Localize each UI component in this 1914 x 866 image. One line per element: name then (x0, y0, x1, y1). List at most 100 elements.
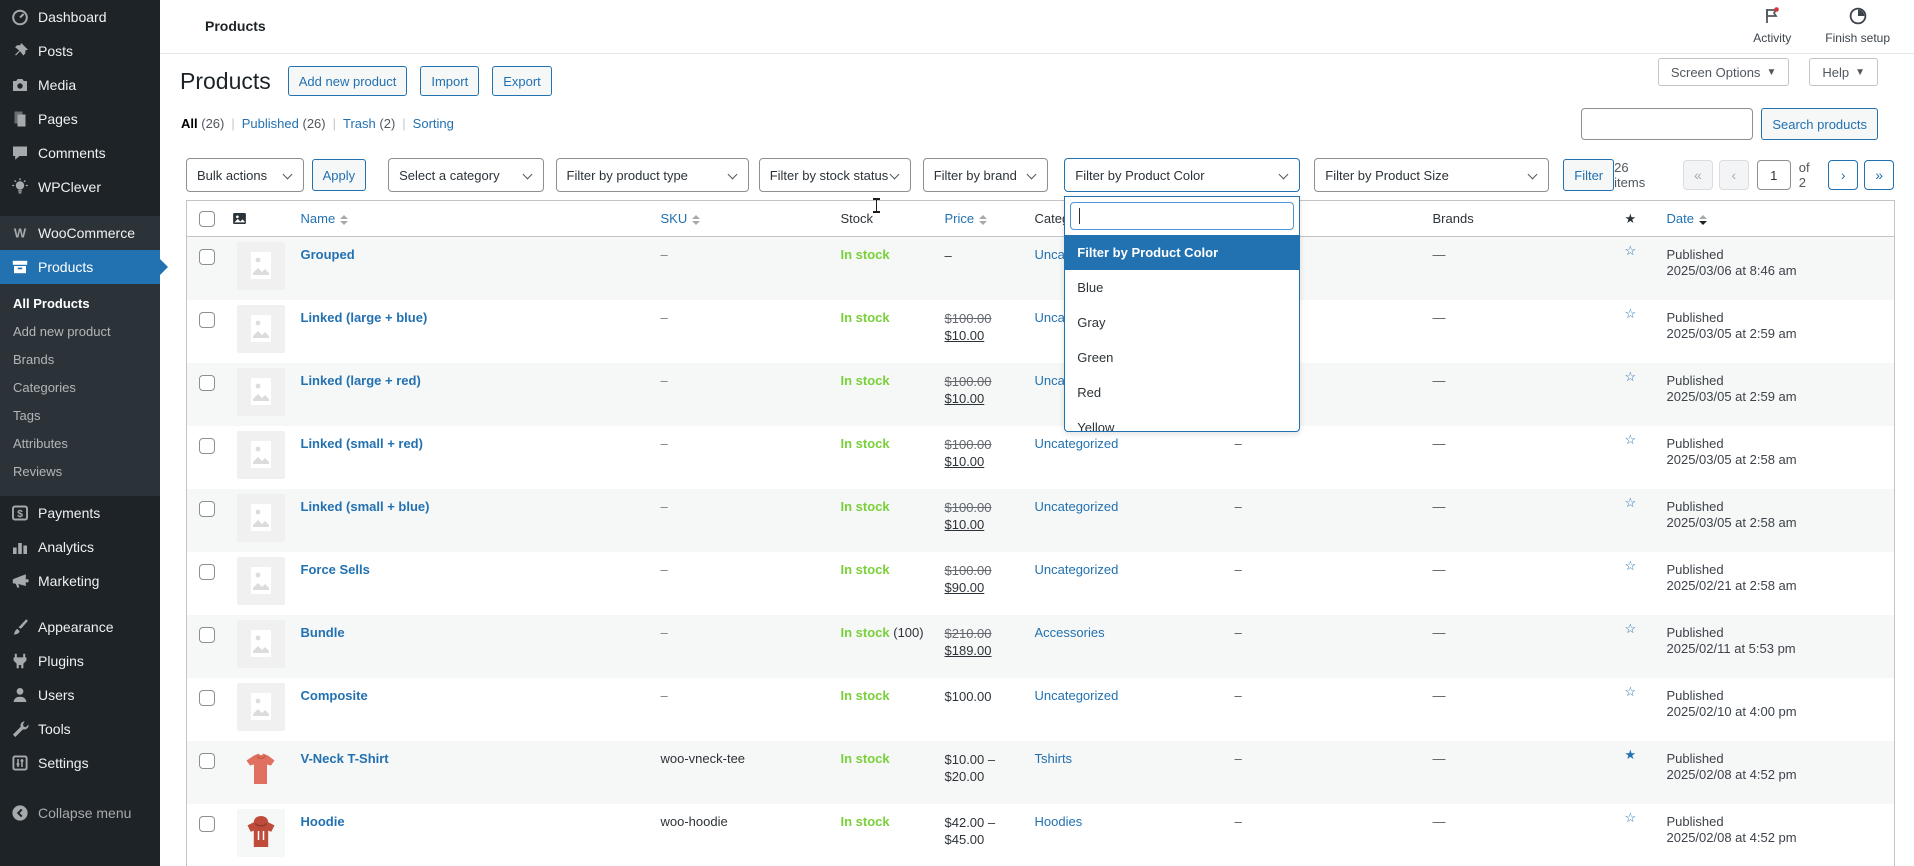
featured-star-toggle[interactable]: ☆ (1624, 684, 1637, 699)
dropdown-option-filter-by-product-color[interactable]: Filter by Product Color (1065, 235, 1300, 270)
dropdown-option-green[interactable]: Green (1077, 350, 1114, 365)
category-link[interactable]: Accessories (1034, 625, 1105, 640)
row-checkbox[interactable] (199, 627, 215, 643)
product-name-link[interactable]: Force Sells (300, 562, 370, 577)
product-name-link[interactable]: V-Neck T-Shirt (300, 751, 389, 766)
sidebar-subitem-all-products[interactable]: All Products (13, 296, 90, 311)
category-link[interactable]: Hoodies (1034, 814, 1083, 829)
category-link[interactable]: Uncategorized (1034, 436, 1119, 451)
column-header-price[interactable]: Price (936, 200, 1027, 237)
view-sorting-link[interactable]: Sorting (412, 116, 454, 131)
row-checkbox[interactable] (199, 249, 215, 265)
featured-star-toggle[interactable]: ★ (1624, 747, 1637, 762)
dropdown-option-red[interactable]: Red (1077, 385, 1102, 400)
row-checkbox[interactable] (199, 816, 215, 832)
featured-star-toggle[interactable]: ☆ (1624, 369, 1637, 384)
product-name-link[interactable]: Linked (large + red) (300, 373, 421, 388)
sidebar-item-woocommerce[interactable]: W WooCommerce (0, 216, 160, 250)
dropdown-option-blue[interactable]: Blue (1077, 280, 1104, 295)
sidebar-item-comments[interactable]: Comments (0, 136, 160, 170)
activity-button[interactable]: Activity (1753, 6, 1791, 45)
export-button[interactable]: Export (492, 66, 552, 96)
product-name-link[interactable]: Grouped (300, 247, 355, 262)
sidebar-subitem-categories[interactable]: Categories (13, 380, 76, 395)
add-new-product-button[interactable]: Add new product (287, 66, 408, 96)
product-color-filter-select[interactable]: Filter by Product Color (1064, 158, 1301, 192)
sidebar-subitem-tags[interactable]: Tags (13, 408, 41, 423)
import-button[interactable]: Import (420, 66, 480, 96)
sidebar-item-settings[interactable]: Settings (0, 746, 160, 780)
collapse-menu-button[interactable]: Collapse menu (0, 796, 160, 830)
product-name-link[interactable]: Hoodie (300, 814, 345, 829)
sidebar-subitem-brands[interactable]: Brands (13, 352, 55, 367)
featured-star-toggle[interactable]: ☆ (1624, 558, 1637, 573)
sidebar-item-appearance[interactable]: Appearance (0, 610, 160, 644)
select-all-checkbox[interactable] (199, 210, 215, 227)
sidebar-item-analytics[interactable]: Analytics (0, 530, 160, 564)
product-name-link[interactable]: Composite (300, 688, 368, 703)
row-checkbox[interactable] (199, 753, 215, 769)
brand-filter-select[interactable]: Filter by brand (922, 158, 1049, 192)
category-link[interactable]: Uncategorized (1034, 688, 1119, 703)
category-link[interactable]: Tshirts (1034, 751, 1073, 766)
help-button[interactable]: Help ▼ (1809, 58, 1878, 86)
featured-star-toggle[interactable]: ☆ (1624, 495, 1637, 510)
sidebar-item-users[interactable]: Users (0, 678, 160, 712)
sidebar-item-products[interactable]: Products (0, 250, 168, 284)
dropdown-option-gray[interactable]: Gray (1077, 315, 1106, 330)
sidebar-item-plugins[interactable]: Plugins (0, 644, 160, 678)
current-page-input[interactable] (1756, 160, 1791, 190)
prev-page-button[interactable]: ‹ (1718, 160, 1749, 190)
row-checkbox[interactable] (199, 312, 215, 328)
search-products-button[interactable]: Search products (1761, 108, 1878, 140)
row-checkbox[interactable] (199, 564, 215, 580)
stock-status-filter-select[interactable]: Filter by stock status (758, 158, 911, 192)
view-all-link[interactable]: All (26) (181, 116, 225, 131)
product-name-link[interactable]: Linked (small + red) (300, 436, 423, 451)
column-header-name[interactable]: Name (292, 200, 653, 237)
product-name-link[interactable]: Bundle (300, 625, 345, 640)
sidebar-subitem-reviews[interactable]: Reviews (13, 464, 63, 479)
row-checkbox[interactable] (199, 501, 215, 517)
row-checkbox[interactable] (199, 690, 215, 706)
screen-options-button[interactable]: Screen Options ▼ (1657, 58, 1790, 86)
featured-star-toggle[interactable]: ☆ (1624, 432, 1637, 447)
finish-setup-button[interactable]: Finish setup (1825, 6, 1890, 45)
dropdown-option-yellow[interactable]: Yellow (1077, 420, 1115, 432)
sidebar-item-dashboard[interactable]: Dashboard (0, 0, 160, 34)
sidebar-item-media[interactable]: Media (0, 68, 160, 102)
column-header-sku[interactable]: SKU (652, 200, 833, 237)
first-page-button[interactable]: « (1683, 160, 1713, 190)
dropdown-search-input[interactable] (1070, 202, 1295, 230)
row-checkbox[interactable] (199, 375, 215, 391)
sidebar-item-tools[interactable]: Tools (0, 712, 160, 746)
featured-star-toggle[interactable]: ☆ (1624, 243, 1637, 258)
search-input[interactable] (1581, 108, 1754, 140)
product-name-link[interactable]: Linked (small + blue) (300, 499, 430, 514)
view-published-link[interactable]: Published (26) (241, 116, 326, 131)
sidebar-item-marketing[interactable]: Marketing (0, 564, 160, 598)
category-link[interactable]: Uncategorized (1034, 562, 1119, 577)
bulk-actions-select[interactable]: Bulk actions (186, 158, 304, 192)
row-checkbox[interactable] (199, 438, 215, 454)
last-page-button[interactable]: » (1864, 160, 1895, 190)
sidebar-item-posts[interactable]: Posts (0, 34, 160, 68)
product-size-filter-select[interactable]: Filter by Product Size (1314, 158, 1550, 192)
sidebar-item-payments[interactable]: $ Payments (0, 496, 160, 530)
product-name-link[interactable]: Linked (large + blue) (300, 310, 428, 325)
category-filter-select[interactable]: Select a category (388, 158, 544, 192)
next-page-button[interactable]: › (1828, 160, 1859, 190)
category-link[interactable]: Uncategorized (1034, 499, 1119, 514)
column-header-date[interactable]: Date (1658, 200, 1895, 237)
sidebar-subitem-add-new-product[interactable]: Add new product (13, 324, 111, 339)
featured-star-toggle[interactable]: ☆ (1624, 621, 1637, 636)
product-type-filter-select[interactable]: Filter by product type (555, 158, 749, 192)
view-trash-link[interactable]: Trash (2) (343, 116, 396, 131)
sidebar-item-pages[interactable]: Pages (0, 102, 160, 136)
sidebar-item-wpclever[interactable]: WPClever (0, 170, 160, 204)
apply-button[interactable]: Apply (311, 159, 367, 191)
sidebar-subitem-attributes[interactable]: Attributes (13, 436, 68, 451)
filter-button[interactable]: Filter (1563, 159, 1615, 191)
featured-star-toggle[interactable]: ☆ (1624, 810, 1637, 825)
featured-star-toggle[interactable]: ☆ (1624, 306, 1637, 321)
